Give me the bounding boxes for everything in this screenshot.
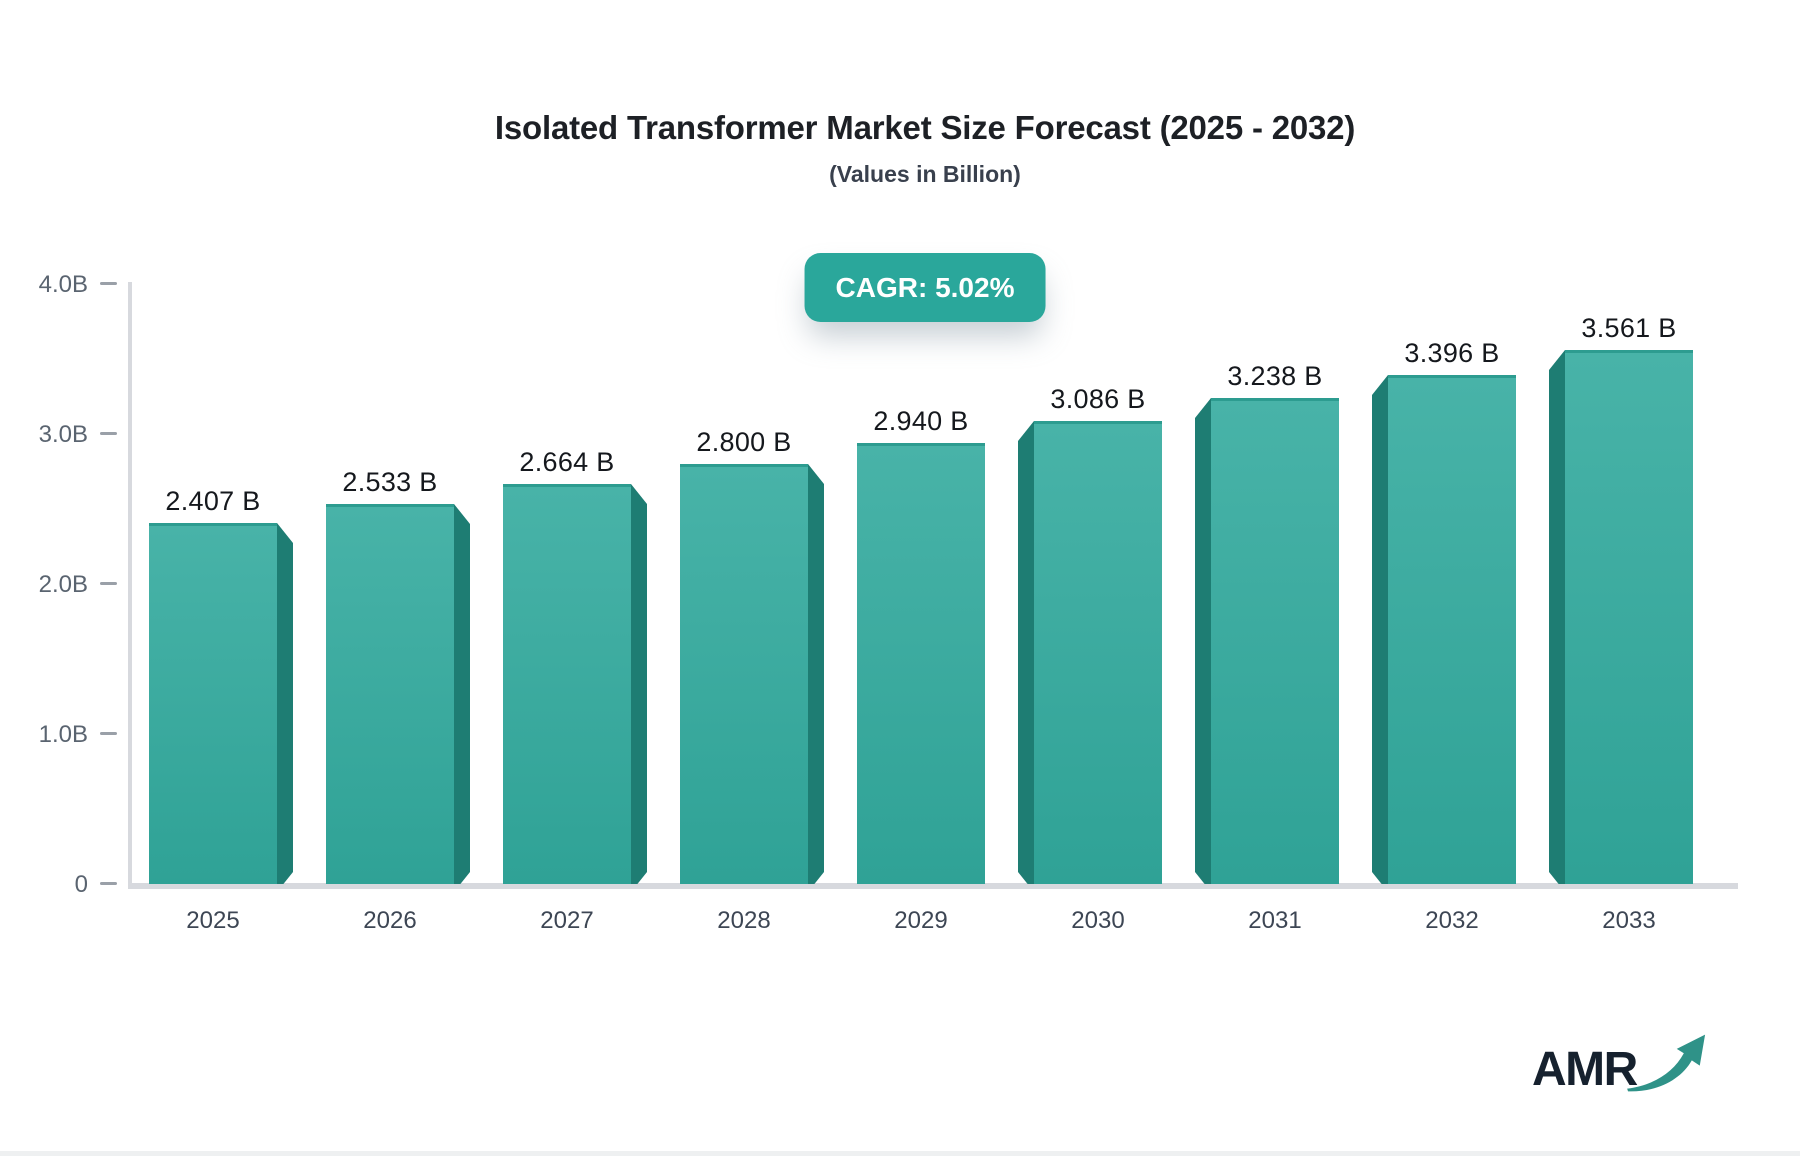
y-axis-tick — [100, 732, 117, 735]
bar-side-face — [1018, 421, 1034, 884]
bar — [1034, 421, 1162, 884]
chart-subtitle: (Values in Billion) — [829, 161, 1021, 187]
bar-side-face — [1372, 375, 1388, 884]
page-bottom-edge — [0, 1151, 1800, 1156]
y-axis-label: 4.0B — [38, 271, 88, 298]
bar-side-face — [277, 523, 293, 884]
bar — [1211, 398, 1339, 884]
bar — [1388, 375, 1516, 884]
bar — [857, 443, 985, 884]
bar — [149, 523, 277, 884]
x-axis-label: 2026 — [363, 907, 417, 934]
x-axis-label: 2027 — [540, 907, 594, 934]
bar — [680, 464, 808, 884]
y-axis-label: 2.0B — [38, 571, 88, 598]
x-axis-label: 2029 — [894, 907, 948, 934]
x-axis-label: 2032 — [1425, 907, 1479, 934]
x-axis-baseline — [128, 883, 1738, 889]
y-axis-label: 0 — [74, 871, 88, 898]
bar-value-label: 3.561 B — [1581, 313, 1677, 343]
bar-value-label: 2.664 B — [519, 447, 615, 477]
bar-value-label: 2.533 B — [342, 467, 438, 497]
x-axis-label: 2033 — [1602, 907, 1656, 934]
x-axis-label: 2031 — [1248, 907, 1302, 934]
x-axis-label: 2030 — [1071, 907, 1125, 934]
brand-logo-text: AMR — [1532, 1043, 1638, 1096]
y-axis-line — [128, 282, 132, 886]
bar-value-label: 2.407 B — [165, 486, 261, 516]
chart-title: Isolated Transformer Market Size Forecas… — [494, 109, 1356, 146]
bar-side-face — [631, 484, 647, 884]
bar-side-face — [808, 464, 824, 884]
y-axis-tick — [100, 882, 117, 885]
bar-value-label: 3.238 B — [1227, 361, 1323, 391]
bar — [503, 484, 631, 884]
bar-value-label: 2.940 B — [873, 406, 969, 436]
bar-side-face — [454, 504, 470, 884]
growth-arrow-icon — [1626, 1034, 1705, 1092]
y-axis-tick — [100, 432, 117, 435]
cagr-badge: CAGR: 5.02% — [804, 253, 1046, 322]
bar — [1565, 350, 1693, 884]
y-axis-tick — [100, 282, 117, 285]
bar-value-label: 3.396 B — [1404, 338, 1500, 368]
x-axis-label: 2028 — [717, 907, 771, 934]
bar-value-label: 3.086 B — [1050, 384, 1146, 414]
y-axis-label: 3.0B — [38, 421, 88, 448]
brand-logo: AMR — [1532, 1032, 1709, 1097]
y-axis-tick — [100, 582, 117, 585]
bar — [326, 504, 454, 884]
bar-side-face — [1549, 350, 1565, 884]
y-axis-label: 1.0B — [38, 721, 88, 748]
bar-side-face — [1195, 398, 1211, 884]
x-axis-label: 2025 — [186, 907, 240, 934]
bar-value-label: 2.800 B — [696, 427, 792, 457]
